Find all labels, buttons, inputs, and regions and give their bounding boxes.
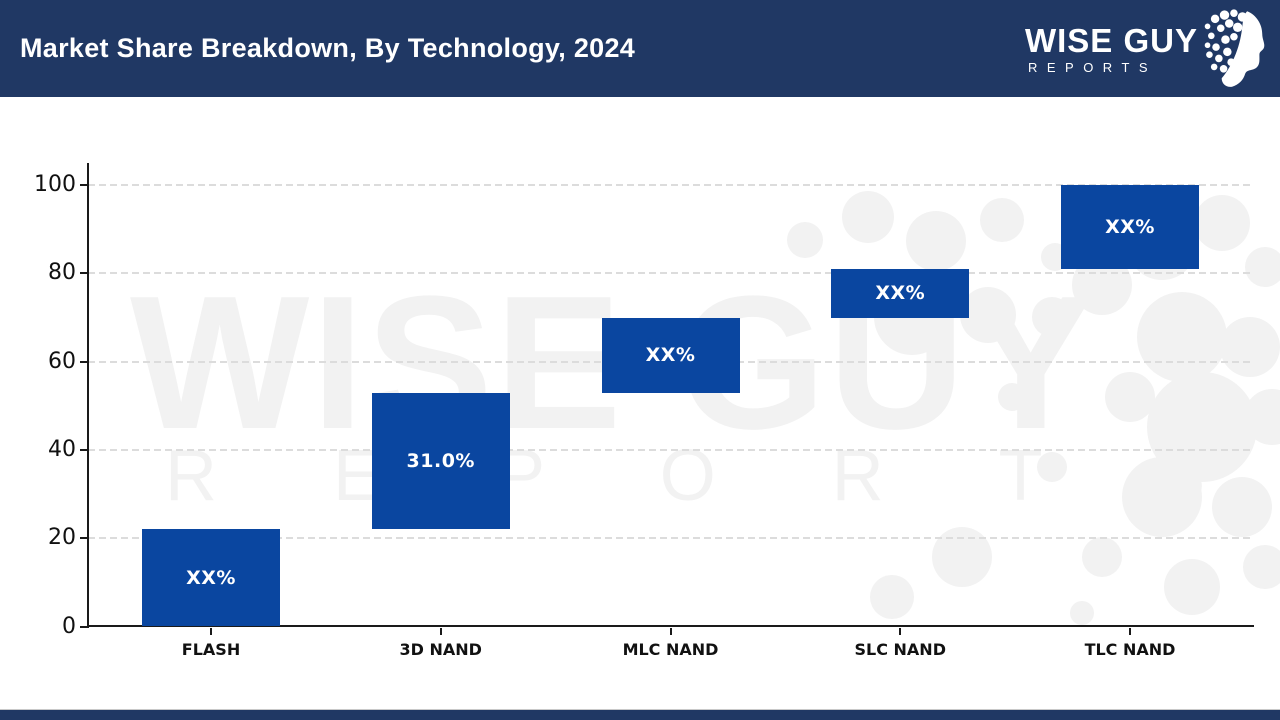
header: Market Share Breakdown, By Technology, 2… [0,0,1280,97]
y-tick-mark [80,272,87,275]
y-tick-label: 40 [48,436,76,462]
bar-value-label: XX% [875,282,926,305]
bar-3d-nand: 31.0% [371,392,510,530]
logo-text: WISE GUY REPORTS [1025,24,1198,74]
y-tick-mark [80,448,87,451]
x-category-label-flash: FLASH [181,640,241,659]
bar-value-label: XX% [1105,216,1155,239]
y-tick-label: 60 [48,348,76,374]
y-axis-line [87,163,89,628]
x-tick-mark [669,628,672,635]
bar-tlc-nand: XX% [1061,185,1199,270]
x-tick-mark [210,628,212,635]
x-axis-line [87,625,1254,627]
x-tick-mark [899,628,902,635]
bar-value-label: 31.0% [406,450,475,472]
x-tick-mark [1129,628,1131,635]
logo-name: WISE GUY [1024,22,1198,59]
x-category-label-slc-nand: SLC NAND [854,640,946,659]
y-tick-label: 100 [34,172,76,198]
x-category-label-3d-nand: 3D NAND [399,640,482,659]
page-title: Market Share Breakdown, By Technology, 2… [20,33,636,63]
y-tick-label: 0 [62,613,76,639]
y-tick-label: 80 [48,260,76,286]
gridline-20 [88,537,1254,540]
y-tick-mark [80,360,87,363]
x-category-label-tlc-nand: TLC NAND [1084,640,1176,659]
y-tick-mark [80,184,87,187]
wiseguy-logo: WISE GUY REPORTS [1025,8,1266,90]
y-tick-label: 20 [48,525,76,551]
bar-flash: XX% [142,529,280,627]
x-tick-mark [439,628,442,635]
gridline-40 [88,448,1254,451]
gridline-100 [88,184,1254,187]
footer-bar [0,709,1280,720]
x-category-label-mlc-nand: MLC NAND [622,640,719,659]
gridline-80 [88,272,1254,275]
y-tick-mark [80,625,87,628]
y-tick-mark [80,537,87,540]
watermark-face-icon [787,191,1280,625]
logo-tagline: REPORTS [1027,60,1158,75]
bar-slc-nand: XX% [831,269,970,318]
wiseguy-face-icon [1204,9,1265,87]
bar-mlc-nand: XX% [601,317,740,393]
bar-value-label: XX% [186,566,236,589]
bar-value-label: XX% [645,344,696,367]
